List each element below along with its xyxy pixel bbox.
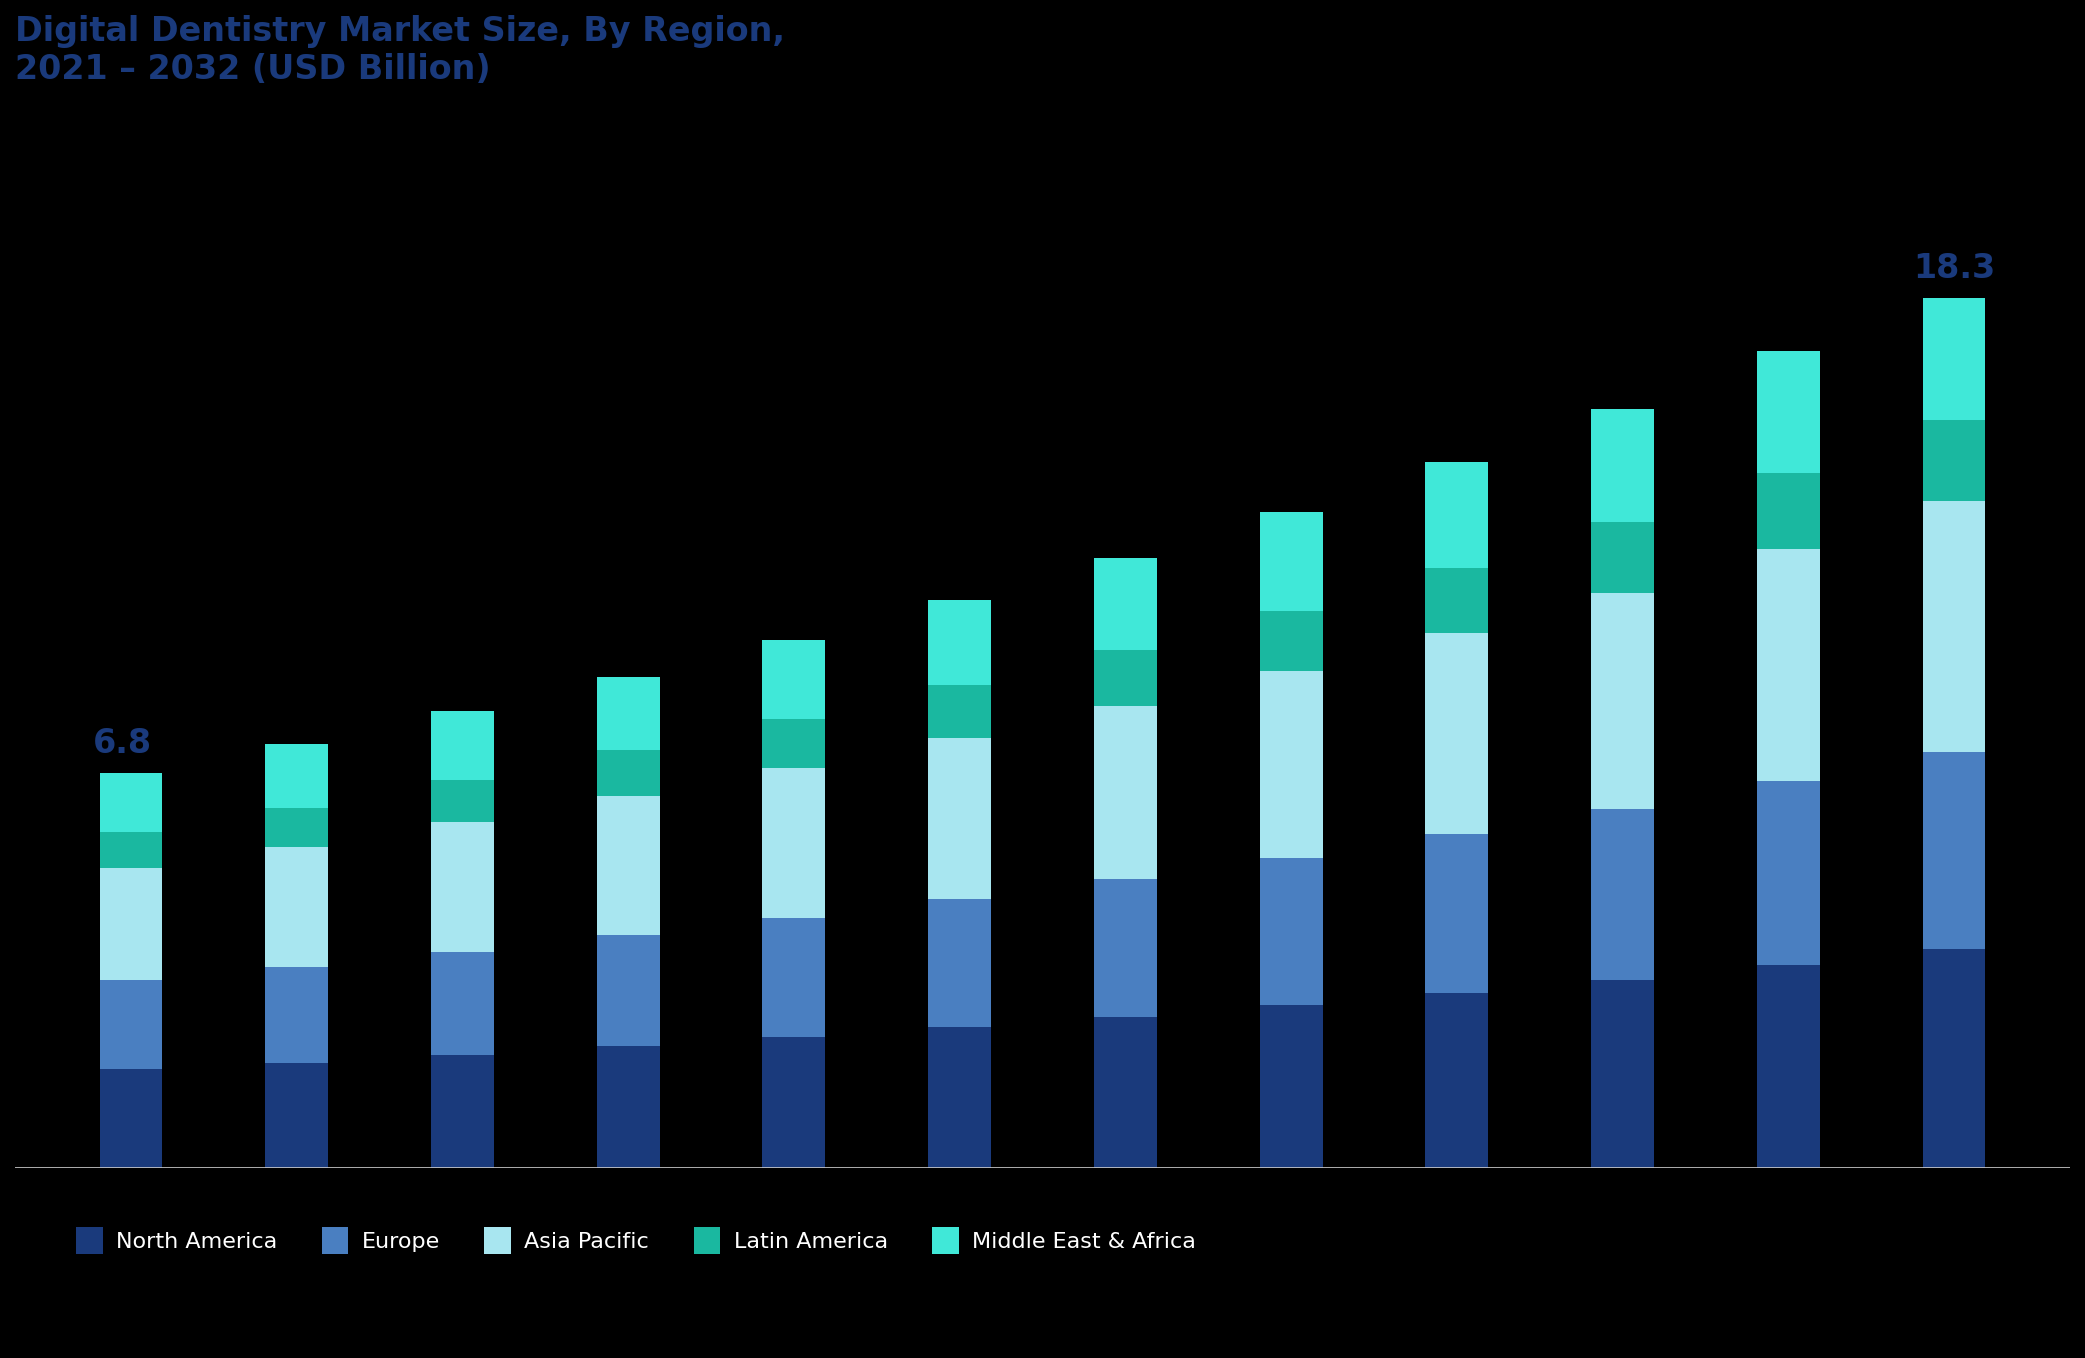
Bar — [432, 779, 494, 822]
Bar — [928, 1027, 990, 1168]
Bar — [100, 832, 163, 868]
Text: 18.3: 18.3 — [1912, 253, 1995, 285]
Bar — [432, 952, 494, 1055]
Bar — [1922, 299, 1985, 420]
Bar — [265, 744, 327, 808]
Bar — [596, 936, 659, 1046]
Bar — [1922, 751, 1985, 949]
Bar — [928, 737, 990, 899]
Bar — [763, 918, 826, 1038]
Bar — [1758, 350, 1820, 473]
Text: Digital Dentistry Market Size, By Region,
2021 – 2032 (USD Billion): Digital Dentistry Market Size, By Region… — [15, 15, 784, 86]
Bar — [763, 1038, 826, 1168]
Bar — [1259, 512, 1322, 611]
Bar — [1758, 966, 1820, 1168]
Bar — [1922, 420, 1985, 501]
Bar — [1095, 1017, 1157, 1168]
Bar — [596, 1046, 659, 1168]
Bar — [1426, 462, 1489, 568]
Bar — [1758, 781, 1820, 966]
Bar — [1758, 549, 1820, 781]
Bar — [596, 751, 659, 796]
Bar — [100, 868, 163, 980]
Bar — [1426, 993, 1489, 1168]
Bar — [596, 796, 659, 936]
Bar — [1591, 809, 1653, 979]
Bar — [763, 640, 826, 720]
Bar — [100, 980, 163, 1069]
Bar — [1758, 473, 1820, 549]
Bar — [1259, 671, 1322, 858]
Bar — [432, 712, 494, 779]
Bar — [1095, 558, 1157, 649]
Bar — [1591, 979, 1653, 1168]
Bar — [1426, 633, 1489, 834]
Bar — [1426, 568, 1489, 633]
Bar — [265, 967, 327, 1063]
Bar — [432, 822, 494, 952]
Bar — [265, 846, 327, 967]
Bar — [1591, 593, 1653, 809]
Bar — [1591, 523, 1653, 593]
Bar — [763, 769, 826, 918]
Bar — [1095, 649, 1157, 706]
Bar — [100, 773, 163, 832]
Bar — [1259, 611, 1322, 671]
Bar — [1095, 706, 1157, 880]
Bar — [1922, 501, 1985, 751]
Bar — [265, 808, 327, 846]
Bar — [1591, 409, 1653, 523]
Bar — [100, 1069, 163, 1168]
Text: 6.8: 6.8 — [94, 727, 152, 759]
Bar — [928, 899, 990, 1027]
Bar — [1259, 858, 1322, 1005]
Bar — [928, 684, 990, 737]
Bar — [1095, 880, 1157, 1017]
Bar — [432, 1055, 494, 1168]
Bar — [265, 1063, 327, 1168]
Bar — [1922, 949, 1985, 1168]
Bar — [1259, 1005, 1322, 1168]
Bar — [928, 600, 990, 684]
Bar — [763, 720, 826, 769]
Bar — [1426, 834, 1489, 993]
Legend: North America, Europe, Asia Pacific, Latin America, Middle East & Africa: North America, Europe, Asia Pacific, Lat… — [67, 1218, 1205, 1263]
Bar — [596, 676, 659, 751]
